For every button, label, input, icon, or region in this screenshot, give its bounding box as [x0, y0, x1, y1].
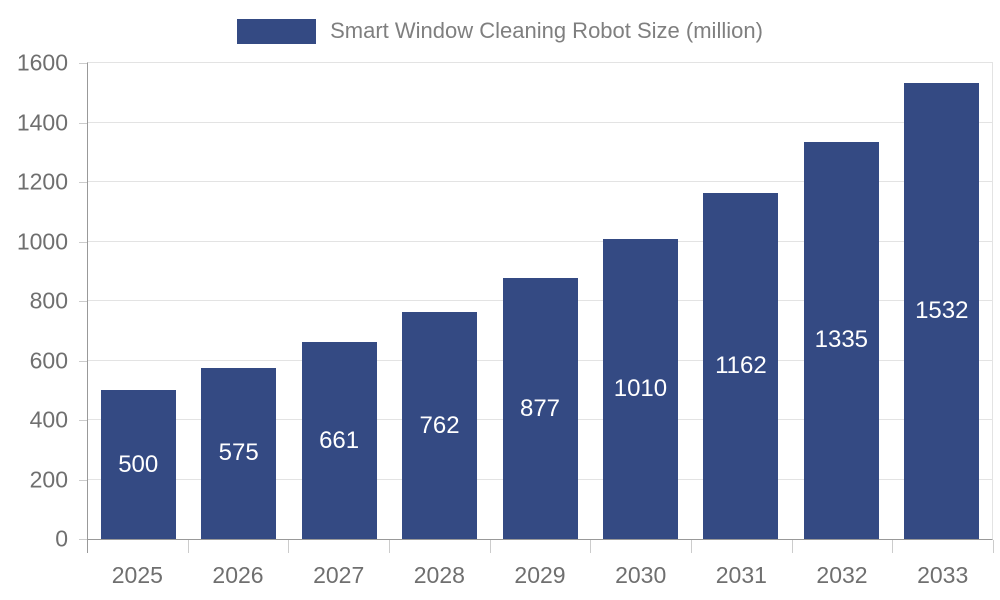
y-tick-mark — [79, 420, 87, 421]
bar-2033: 1532 — [904, 83, 980, 539]
x-tick-label: 2031 — [715, 562, 767, 588]
gridline — [88, 121, 992, 123]
legend-item[interactable]: Smart Window Cleaning Robot Size (millio… — [0, 18, 1000, 44]
x-tick-label: 2029 — [514, 562, 566, 588]
x-tick-mark — [590, 540, 592, 553]
legend-swatch — [237, 18, 317, 44]
x-tick-mark — [892, 540, 894, 553]
y-tick-label: 400 — [29, 406, 68, 433]
bar-value-label: 762 — [419, 411, 460, 439]
bar-value-label: 575 — [218, 439, 259, 467]
y-axis: 0 200 400 600 800 1000 1200 1400 1600 — [0, 50, 87, 552]
y-tick-label: 800 — [29, 287, 68, 314]
bar-2029: 877 — [502, 278, 578, 539]
x-tick-mark — [288, 540, 290, 553]
bar-value-label: 1335 — [814, 326, 869, 354]
y-tick-label: 200 — [29, 466, 68, 492]
bar-2030: 1010 — [602, 238, 678, 539]
y-tick-label: 1200 — [16, 168, 68, 195]
bar-value-label: 877 — [519, 394, 561, 422]
bar-2027: 661 — [301, 342, 377, 539]
x-tick-mark — [993, 540, 994, 553]
bar-value-label: 1010 — [613, 374, 668, 402]
y-tick-label: 1400 — [16, 109, 68, 135]
x-tick-mark — [690, 540, 692, 553]
x-tick-label: 2030 — [615, 562, 667, 588]
x-tick-label: 2027 — [313, 562, 365, 588]
bar-2026: 575 — [201, 367, 277, 539]
x-tick-label: 2026 — [212, 562, 264, 588]
bar-2025: 500 — [100, 390, 176, 539]
bar-2032: 1335 — [803, 141, 879, 539]
y-tick-mark — [79, 301, 87, 302]
x-tick-label: 2033 — [917, 562, 969, 588]
y-tick-mark — [79, 241, 87, 243]
y-tick-mark — [79, 479, 87, 481]
x-tick-label: 2032 — [816, 562, 868, 588]
gridline — [88, 181, 992, 182]
x-tick-mark — [489, 540, 491, 553]
y-tick-label: 0 — [55, 525, 68, 552]
y-tick-mark — [79, 539, 87, 540]
x-tick-mark — [791, 540, 793, 553]
y-axis-tick-extension — [87, 540, 88, 553]
x-tick-label: 2025 — [111, 562, 163, 588]
gridline — [88, 240, 992, 242]
x-tick-mark — [187, 540, 189, 553]
y-tick-label: 600 — [29, 347, 68, 373]
bar-2028: 762 — [402, 312, 478, 539]
y-tick-mark — [79, 122, 87, 124]
bar-value-label: 1162 — [715, 352, 767, 380]
y-tick-label: 1600 — [16, 49, 68, 76]
x-axis: 2025 2026 2027 2028 2029 2030 2031 2032 2033 — [87, 540, 994, 600]
bar-value-label: 500 — [118, 450, 159, 478]
y-tick-mark — [79, 63, 87, 64]
x-tick-label: 2028 — [413, 562, 465, 588]
bar-2031: 1162 — [703, 193, 779, 539]
bar-value-label: 661 — [319, 426, 360, 454]
y-tick-label: 1000 — [16, 228, 68, 254]
bar-value-label: 1532 — [915, 297, 969, 325]
plot-area: 500 575 661 762 877 1010 1162 1335 1532 — [87, 62, 993, 540]
y-tick-mark — [79, 360, 87, 362]
x-tick-mark — [388, 540, 390, 553]
y-tick-mark — [79, 182, 87, 183]
legend-label: Smart Window Cleaning Robot Size (millio… — [330, 18, 763, 43]
